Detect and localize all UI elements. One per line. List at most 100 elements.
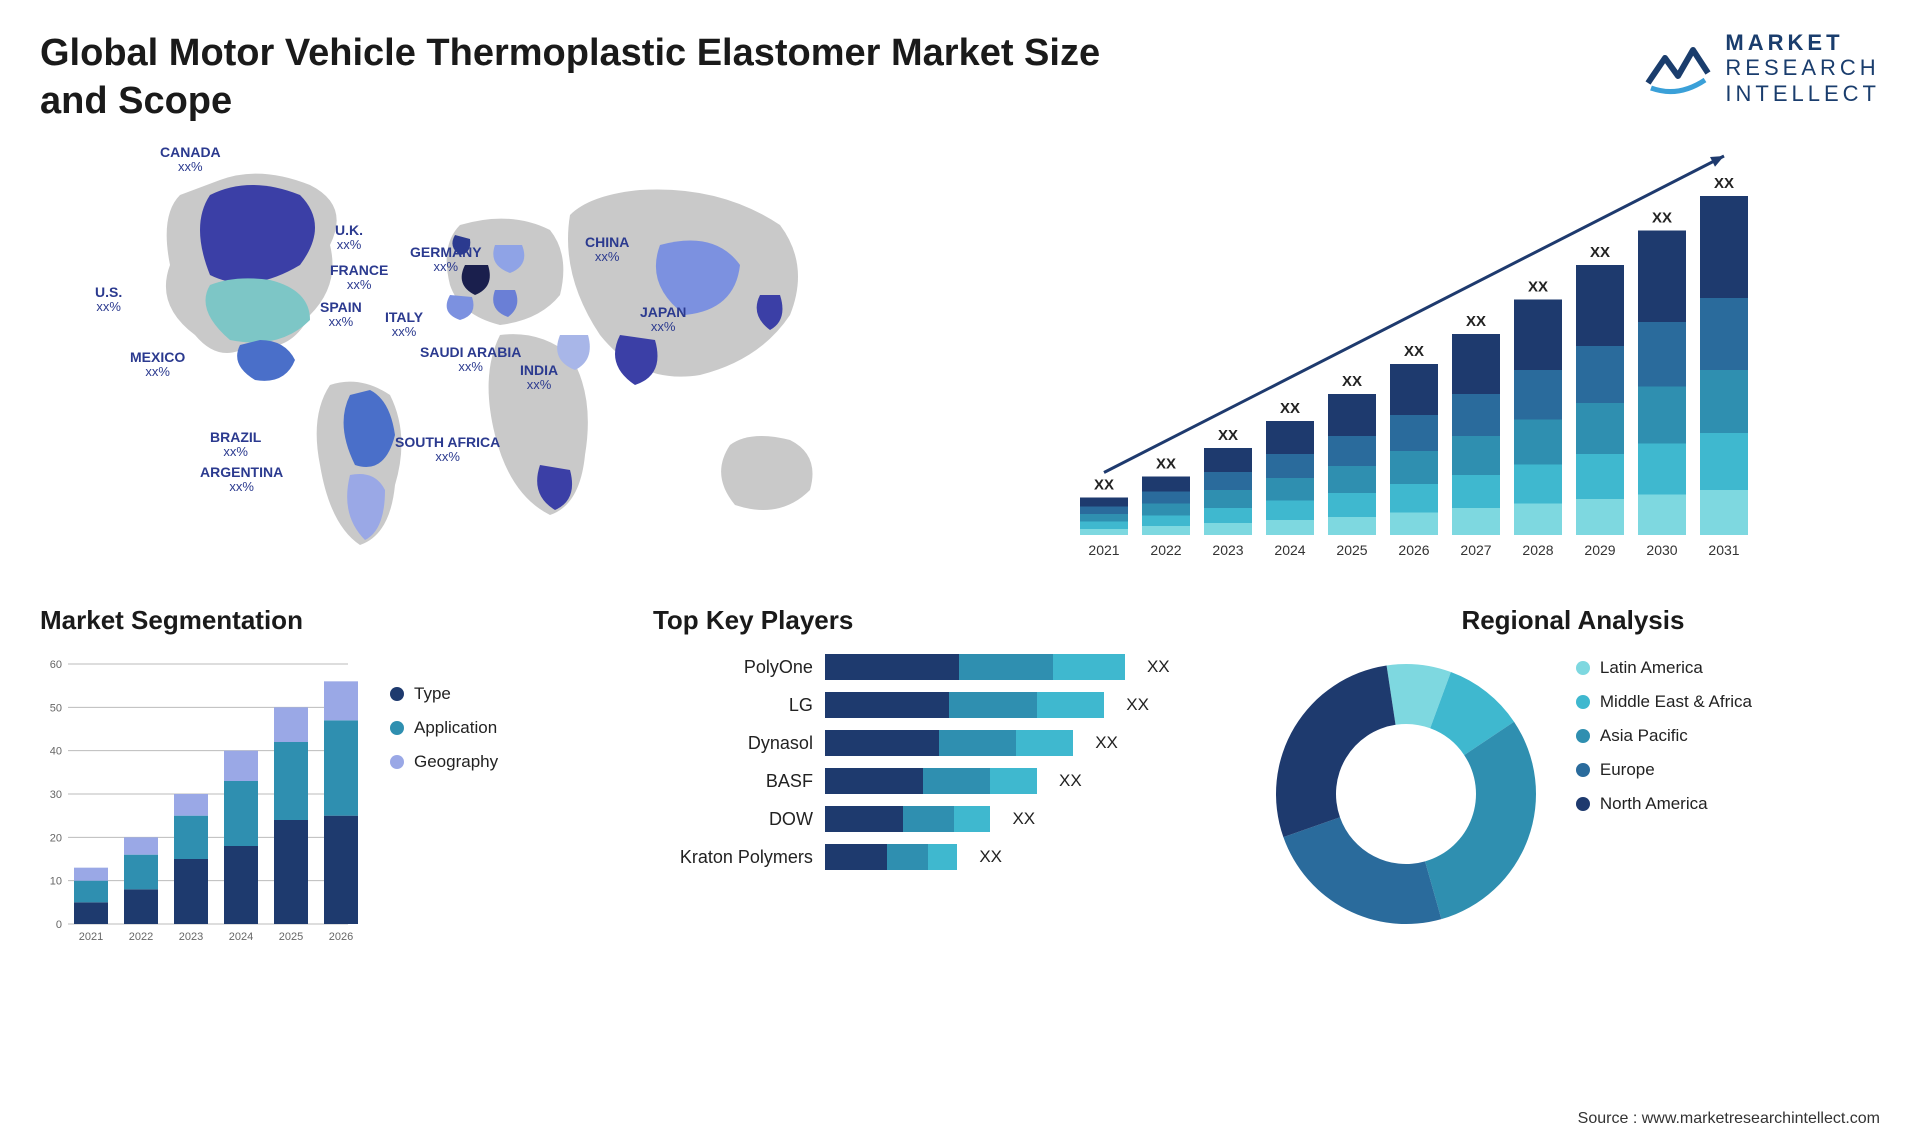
player-name: DOW — [653, 809, 813, 830]
segmentation-chart: 0 10 20 30 40 50 60 2021 2022 2023 2024 2025 2026 — [40, 654, 360, 954]
player-name: Kraton Polymers — [653, 847, 813, 868]
players-section: Top Key Players PolyOneXXLGXXDynasolXXBA… — [653, 605, 1216, 954]
player-value: XX — [1095, 733, 1118, 753]
map-label-germany: GERMANYxx% — [410, 245, 482, 275]
player-value: XX — [1059, 771, 1082, 791]
svg-text:XX: XX — [1218, 427, 1238, 444]
players-title: Top Key Players — [653, 605, 1216, 636]
player-name: PolyOne — [653, 657, 813, 678]
svg-text:40: 40 — [50, 746, 62, 758]
brand-logo: MARKET RESEARCH INTELLECT — [1643, 30, 1880, 106]
svg-text:20: 20 — [50, 832, 62, 844]
logo-line1: MARKET — [1725, 30, 1880, 55]
map-label-india: INDIAxx% — [520, 363, 558, 393]
player-row: Dynasol XX — [653, 730, 1216, 756]
regional-legend-item: Europe — [1576, 760, 1752, 780]
map-label-brazil: BRAZILxx% — [210, 430, 261, 460]
player-value: XX — [1012, 809, 1035, 829]
map-label-southafrica: SOUTH AFRICAxx% — [395, 435, 500, 465]
player-row: PolyOneXX — [653, 654, 1216, 680]
map-label-saudiarabia: SAUDI ARABIAxx% — [420, 345, 521, 375]
svg-text:XX: XX — [1342, 373, 1362, 390]
player-value: XX — [1126, 695, 1149, 715]
map-label-china: CHINAxx% — [585, 235, 629, 265]
svg-text:2028: 2028 — [1522, 542, 1553, 558]
svg-text:2026: 2026 — [1398, 542, 1429, 558]
segmentation-section: Market Segmentation 0 10 20 30 40 50 60 2021 202… — [40, 605, 603, 954]
svg-text:XX: XX — [1590, 244, 1610, 261]
svg-text:2025: 2025 — [279, 931, 303, 943]
seg-legend-item: Type — [390, 684, 498, 704]
map-label-mexico: MEXICOxx% — [130, 350, 185, 380]
svg-text:XX: XX — [1404, 343, 1424, 360]
segmentation-title: Market Segmentation — [40, 605, 603, 636]
page-title: Global Motor Vehicle Thermoplastic Elast… — [40, 30, 1140, 125]
regional-title: Regional Analysis — [1266, 605, 1880, 636]
world-map: CANADAxx% U.S.xx% MEXICOxx% BRAZILxx% ARGENT… — [40, 135, 940, 575]
svg-text:2021: 2021 — [1088, 542, 1119, 558]
logo-line2: RESEARCH — [1725, 55, 1880, 80]
svg-text:XX: XX — [1714, 175, 1734, 192]
map-label-canada: CANADAxx% — [160, 145, 221, 175]
regional-legend: Latin America Middle East & Africa Asia Pa… — [1576, 658, 1752, 828]
seg-legend-item: Geography — [390, 752, 498, 772]
market-size-chart: XX 2021 XX 2022 XX 2023 XX 2024 XX 2025 XX 2026 XX 20… — [980, 135, 1880, 575]
svg-text:XX: XX — [1280, 400, 1300, 417]
svg-text:2031: 2031 — [1708, 542, 1739, 558]
regional-legend-item: Middle East & Africa — [1576, 692, 1752, 712]
seg-legend-item: Application — [390, 718, 498, 738]
regional-donut — [1266, 654, 1546, 934]
map-label-us: U.S.xx% — [95, 285, 122, 315]
svg-text:2026: 2026 — [329, 931, 353, 943]
svg-text:50: 50 — [50, 702, 62, 714]
players-chart: PolyOneXXLGXXDynasolXXBASFXXDOWXXKraton … — [653, 654, 1216, 870]
svg-text:2025: 2025 — [1336, 542, 1367, 558]
regional-legend-item: North America — [1576, 794, 1752, 814]
svg-text:2029: 2029 — [1584, 542, 1615, 558]
svg-text:XX: XX — [1156, 456, 1176, 473]
svg-text:10: 10 — [50, 876, 62, 888]
player-row: LG XX — [653, 692, 1216, 718]
svg-text:2022: 2022 — [1150, 542, 1181, 558]
player-bar — [825, 692, 1104, 718]
player-bar — [825, 806, 991, 832]
map-label-spain: SPAINxx% — [320, 300, 362, 330]
svg-text:XX: XX — [1528, 279, 1548, 296]
player-name: Dynasol — [653, 733, 813, 754]
player-bar — [825, 844, 957, 870]
logo-line3: INTELLECT — [1725, 81, 1880, 106]
player-name: LG — [653, 695, 813, 716]
player-row: DOW XX — [653, 806, 1216, 832]
source-attribution: Source : www.marketresearchintellect.com — [1578, 1110, 1880, 1128]
svg-text:60: 60 — [50, 659, 62, 671]
svg-text:2023: 2023 — [179, 931, 203, 943]
map-label-argentina: ARGENTINAxx% — [200, 465, 283, 495]
svg-text:30: 30 — [50, 789, 62, 801]
map-label-uk: U.K.xx% — [335, 223, 363, 253]
player-bar — [825, 730, 1073, 756]
segmentation-legend: Type Application Geography — [390, 684, 498, 786]
map-label-italy: ITALYxx% — [385, 310, 423, 340]
player-name: BASF — [653, 771, 813, 792]
player-row: Kraton Polymers XX — [653, 844, 1216, 870]
svg-text:2030: 2030 — [1646, 542, 1677, 558]
svg-text:2027: 2027 — [1460, 542, 1491, 558]
player-bar — [825, 768, 1037, 794]
svg-text:XX: XX — [1094, 477, 1114, 494]
map-label-japan: JAPANxx% — [640, 305, 686, 335]
regional-legend-item: Asia Pacific — [1576, 726, 1752, 746]
svg-text:2022: 2022 — [129, 931, 153, 943]
player-value: XX — [979, 847, 1002, 867]
regional-legend-item: Latin America — [1576, 658, 1752, 678]
svg-text:2021: 2021 — [79, 931, 103, 943]
svg-text:0: 0 — [56, 919, 62, 931]
svg-text:XX: XX — [1466, 313, 1486, 330]
player-bar — [825, 654, 1125, 680]
svg-text:2024: 2024 — [1274, 542, 1305, 558]
svg-text:2024: 2024 — [229, 931, 253, 943]
regional-section: Regional Analysis Latin America Middle Ea… — [1266, 605, 1880, 954]
player-row: BASF XX — [653, 768, 1216, 794]
map-label-france: FRANCExx% — [330, 263, 388, 293]
svg-text:XX: XX — [1652, 210, 1672, 227]
svg-text:2023: 2023 — [1212, 542, 1243, 558]
